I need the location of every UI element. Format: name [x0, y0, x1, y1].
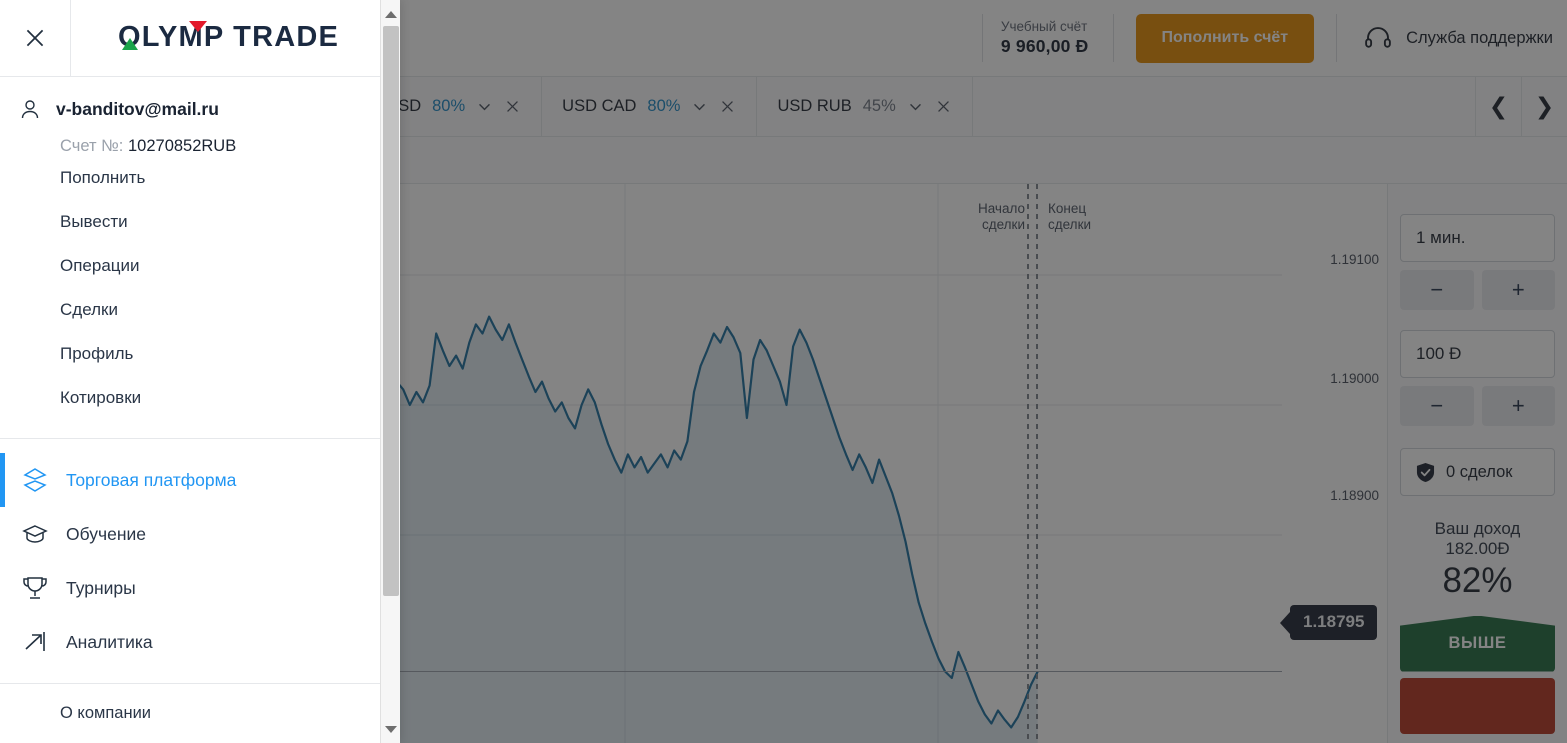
scrollbar-down-arrow[interactable]: [381, 719, 401, 739]
drawer-menu-link[interactable]: Котировки: [60, 388, 142, 407]
drawer-menu-links: Пополнить Вывести Операции Сделки Профиль Кот…: [0, 156, 400, 420]
svg-text:OLYMP TRADE: OLYMP TRADE: [118, 21, 339, 53]
account-number-value: 10270852RUB: [127, 137, 237, 155]
about-company-link[interactable]: О компании: [60, 704, 151, 722]
sidebar-item-3[interactable]: Турниры: [0, 561, 400, 615]
drawer-menu-link[interactable]: Профиль: [60, 344, 134, 363]
drawer-nav-block: Торговая платформа Обучение Турниры Аналити…: [0, 439, 400, 684]
drawer-menu-link[interactable]: Пополнить: [60, 168, 146, 187]
user-icon: [21, 100, 39, 119]
sidebar-item-label: Торговая платформа: [66, 469, 237, 490]
account-number-label: Счет №:: [60, 137, 124, 155]
scrollbar-up-arrow[interactable]: [381, 4, 401, 24]
drawer-menu-link[interactable]: Операции: [60, 256, 140, 275]
sidebar-item-label: Обучение: [66, 523, 147, 544]
close-icon: [26, 29, 44, 47]
account-number-row: Счет №: 10270852RUB: [0, 121, 400, 156]
side-drawer: OLYMP TRADE v-banditov@mail.ru Счет №: 1…: [0, 0, 400, 743]
trophy-icon: [23, 577, 47, 599]
user-row[interactable]: v-banditov@mail.ru: [0, 97, 400, 121]
sidebar-item-label: Аналитика: [66, 631, 153, 652]
user-block: v-banditov@mail.ru Счет №: 10270852RUB П…: [0, 77, 400, 439]
analytics-arrow-icon: [25, 632, 45, 651]
drawer-header: OLYMP TRADE: [0, 0, 400, 77]
close-drawer-button[interactable]: [0, 0, 71, 76]
sidebar-item-4[interactable]: Аналитика: [0, 615, 400, 669]
triangle-up-icon: [385, 10, 397, 18]
drawer-menu-link[interactable]: Вывести: [60, 212, 128, 231]
graduation-cap-icon: [22, 525, 48, 543]
triangle-down-icon: [385, 725, 397, 733]
drawer-body: v-banditov@mail.ru Счет №: 10270852RUB П…: [0, 77, 400, 743]
platform-icon: [23, 468, 47, 492]
drawer-nav-items: Торговая платформа Обучение Турниры Аналити…: [0, 453, 400, 669]
sidebar-item-label: Турниры: [66, 577, 136, 598]
scrollbar-thumb[interactable]: [383, 26, 399, 596]
drawer-menu-link[interactable]: Сделки: [60, 300, 118, 319]
sidebar-item-1[interactable]: Торговая платформа: [0, 453, 400, 507]
olymp-trade-logo[interactable]: OLYMP TRADE: [71, 18, 400, 58]
user-email: v-banditov@mail.ru: [56, 98, 219, 119]
olymp-trade-logo-icon: OLYMP TRADE: [118, 21, 339, 53]
drawer-scrollbar[interactable]: [380, 0, 400, 743]
sidebar-item-2[interactable]: Обучение: [0, 507, 400, 561]
